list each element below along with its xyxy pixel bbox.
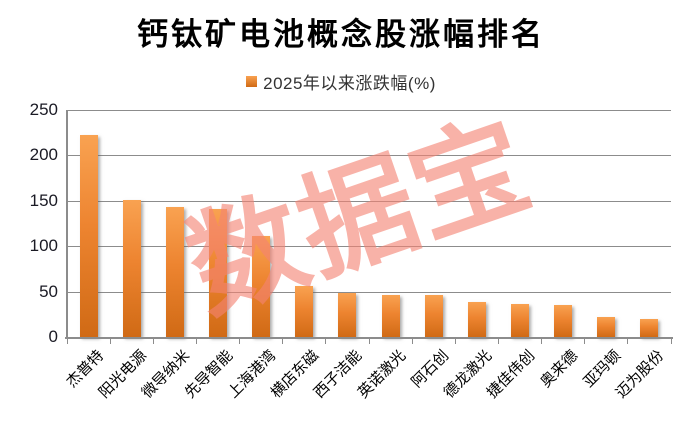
x-axis-tick [670, 339, 672, 344]
chart-title: 钙钛矿电池概念股涨幅排名 [137, 17, 545, 52]
bar-阳光电源 [122, 199, 141, 337]
legend-marker-icon [246, 76, 258, 87]
x-axis-tick [454, 339, 456, 344]
x-axis-tick [152, 339, 154, 344]
x-axis-tick [66, 339, 68, 344]
x-axis-tick [239, 339, 241, 344]
x-axis-line [65, 337, 673, 339]
bar-cell [153, 110, 196, 337]
x-axis-tick [368, 339, 370, 344]
gridline [67, 291, 671, 293]
bar-cell [498, 110, 541, 337]
x-axis-tick [497, 339, 499, 344]
bar-cell [326, 110, 369, 337]
x-axis-tick [584, 339, 586, 344]
bar-微导纳米 [165, 207, 184, 337]
bar-cell [455, 110, 498, 337]
x-axis-tick [325, 339, 327, 344]
bar-cell [283, 110, 326, 337]
bar-阿石创 [424, 295, 443, 337]
bar-西子洁能 [338, 293, 357, 337]
y-axis-line [66, 110, 68, 337]
x-axis-tick [195, 339, 197, 344]
bar-cell [67, 110, 110, 337]
legend-label: 2025年以来涨跌幅(%) [263, 74, 436, 93]
bar-先导智能 [208, 208, 228, 337]
bar-上海港湾 [252, 236, 271, 337]
legend: 2025年以来涨跌幅(%) [0, 69, 682, 94]
bar-cell [240, 110, 283, 337]
x-axis-tick [282, 339, 284, 344]
bar-cell [585, 110, 628, 337]
plot-area [65, 110, 673, 344]
x-axis-tick [411, 339, 413, 344]
bar-横店东磁 [295, 286, 314, 337]
bar-迈为股份 [640, 318, 659, 337]
y-axis-label: 150 [29, 190, 58, 210]
y-axis-label: 200 [29, 145, 58, 165]
y-axis-label: 100 [29, 236, 58, 256]
bar-cell [628, 110, 671, 337]
gridline [67, 110, 671, 111]
bar-cell [110, 110, 153, 337]
gridline [67, 155, 671, 157]
bar-series [67, 110, 671, 337]
bar-cell [196, 110, 239, 337]
gridline [67, 200, 671, 202]
bar-亚玛顿 [597, 317, 616, 337]
x-axis-tick [541, 339, 543, 344]
bar-杰普特 [79, 134, 98, 337]
gridline [67, 246, 671, 248]
x-axis-label: 英诺激光 [354, 347, 409, 402]
bar-cell [369, 110, 412, 337]
x-axis-label: 奥来德 [538, 347, 582, 391]
x-axis-tick [109, 339, 111, 344]
y-axis-label: 0 [48, 327, 58, 346]
bar-捷佳伟创 [510, 304, 530, 337]
x-axis-tick [627, 339, 629, 344]
bar-英诺激光 [381, 295, 400, 337]
bar-德龙激光 [467, 301, 486, 337]
bar-cell [542, 110, 585, 337]
bar-奥来德 [554, 305, 573, 337]
y-axis-label: 50 [39, 281, 58, 301]
bar-cell [412, 110, 455, 337]
y-axis-label: 250 [29, 100, 58, 119]
